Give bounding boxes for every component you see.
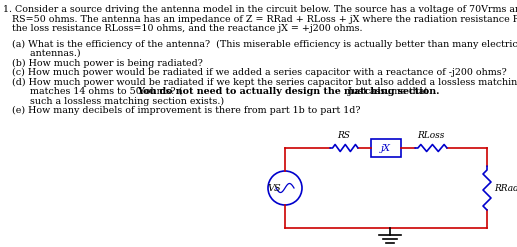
Bar (371, 139, 401, 157)
Text: RS: RS (338, 131, 351, 140)
Text: You do not need to actually design the matching section.: You do not need to actually design the m… (138, 87, 440, 96)
Text: (b) How much power is being radiated?: (b) How much power is being radiated? (3, 59, 203, 68)
Text: jX: jX (381, 144, 391, 152)
Text: matches 14 ohms to 50 ohms? (: matches 14 ohms to 50 ohms? ( (3, 87, 183, 96)
Text: such a lossless matching section exists.): such a lossless matching section exists.… (3, 97, 224, 106)
Text: RS=50 ohms. The antenna has an impedance of Z = RRad + RLoss + jX where the radi: RS=50 ohms. The antenna has an impedance… (3, 15, 517, 23)
Text: (e) How many decibels of improvement is there from part 1b to part 1d?: (e) How many decibels of improvement is … (3, 106, 360, 115)
Text: RLoss: RLoss (417, 131, 445, 140)
Text: RRad: RRad (494, 184, 517, 192)
Text: VS: VS (267, 184, 281, 192)
Text: (c) How much power would be radiated if we added a series capacitor with a react: (c) How much power would be radiated if … (3, 68, 507, 77)
Text: Just assume that: Just assume that (345, 87, 429, 96)
Text: (d) How much power would be radiated if we kept the series capacitor but also ad: (d) How much power would be radiated if … (3, 78, 517, 87)
Text: 1. Consider a source driving the antenna model in the circuit below. The source : 1. Consider a source driving the antenna… (3, 5, 517, 14)
Text: (a) What is the efficiency of the antenna?  (This miserable efficiency is actual: (a) What is the efficiency of the antenn… (3, 40, 517, 49)
Text: antennas.): antennas.) (3, 49, 81, 58)
Text: the loss resistance RLoss=10 ohms, and the reactance jX = +j200 ohms.: the loss resistance RLoss=10 ohms, and t… (3, 24, 362, 33)
